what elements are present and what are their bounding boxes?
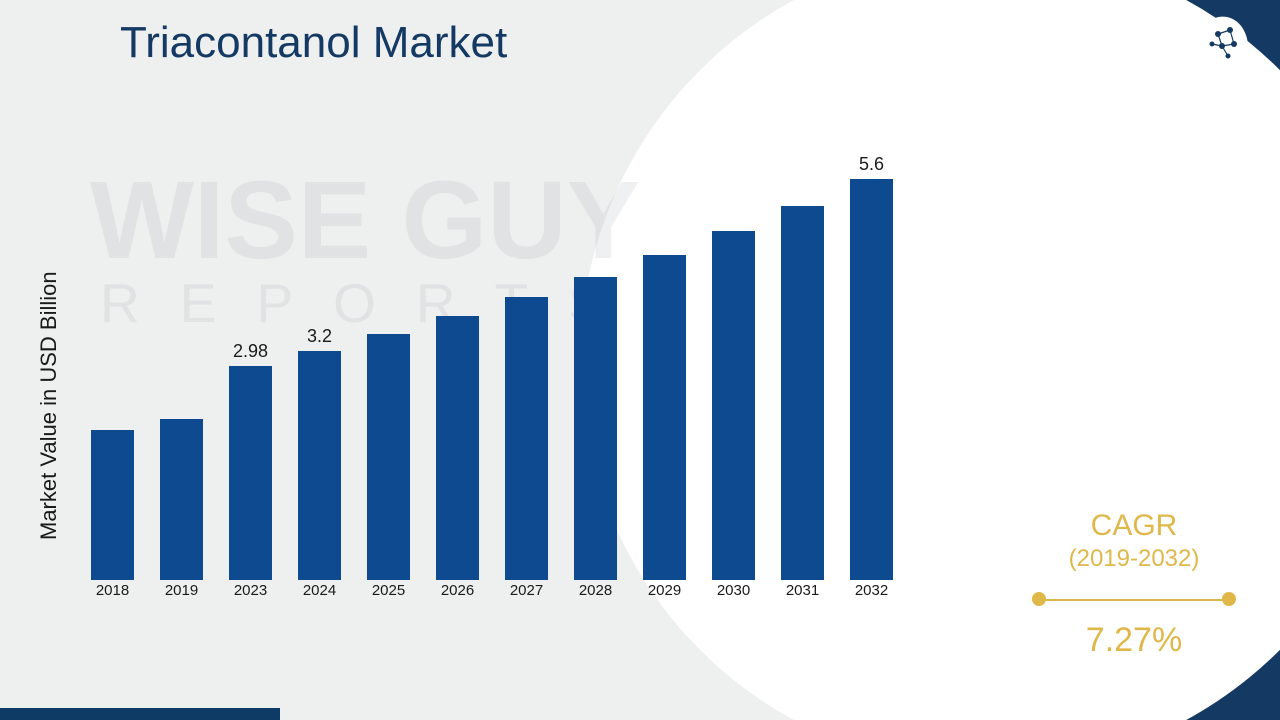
bar-rect — [505, 297, 548, 580]
bar-rect — [436, 316, 479, 580]
bar-wrap: 2.98 — [224, 150, 277, 580]
cagr-title: CAGR — [1024, 509, 1244, 543]
x-tick-label: 2028 — [569, 582, 622, 599]
bar-value-label: 2.98 — [233, 341, 268, 362]
cagr-value: 7.27% — [1024, 621, 1244, 660]
bar-wrap — [155, 150, 208, 580]
bar-wrap — [500, 150, 553, 580]
bar-rect — [298, 351, 341, 580]
x-tick-label: 2029 — [638, 582, 691, 599]
bar-wrap — [569, 150, 622, 580]
x-tick-label: 2031 — [776, 582, 829, 599]
bar-wrap — [776, 150, 829, 580]
x-tick-label: 2019 — [155, 582, 208, 599]
x-tick-label: 2024 — [293, 582, 346, 599]
brand-logo: WISE GUY REPORTS — [992, 12, 1252, 112]
bar-rect — [643, 255, 686, 580]
bar-wrap — [431, 150, 484, 580]
bar-rect — [574, 277, 617, 580]
bar-rect — [160, 419, 203, 580]
x-tick-label: 2026 — [431, 582, 484, 599]
bar-rect — [367, 334, 410, 580]
bars-container: 2.98 3.2 5.6 — [82, 150, 902, 580]
x-tick-label: 2025 — [362, 582, 415, 599]
bar-wrap — [362, 150, 415, 580]
bar-rect — [781, 206, 824, 580]
bar-rect — [850, 179, 893, 580]
bar-wrap — [638, 150, 691, 580]
x-tick-label: 2032 — [845, 582, 898, 599]
cagr-divider — [1024, 587, 1244, 611]
bottom-left-strip — [0, 708, 280, 720]
bar-wrap: 5.6 — [845, 150, 898, 580]
bar-wrap: 3.2 — [293, 150, 346, 580]
brand-sub-text: REPORTS — [1000, 62, 1171, 83]
bar-wrap — [86, 150, 139, 580]
bar-rect — [712, 231, 755, 580]
chart-title: Triacontanol Market — [120, 18, 507, 68]
brain-head-icon — [1172, 12, 1252, 102]
cagr-box: CAGR (2019-2032) 7.27% — [1024, 509, 1244, 660]
bar-value-label: 3.2 — [307, 326, 332, 347]
x-tick-label: 2027 — [500, 582, 553, 599]
bar-wrap — [707, 150, 760, 580]
brand-main-text: WISE GUY — [992, 18, 1198, 61]
x-tick-label: 2018 — [86, 582, 139, 599]
x-tick-label: 2030 — [707, 582, 760, 599]
cagr-period: (2019-2032) — [1024, 545, 1244, 573]
bar-rect — [229, 366, 272, 580]
page-canvas: Triacontanol Market WISE GUY REPORTS WIS… — [0, 0, 1280, 720]
bar-chart: 2.98 3.2 5.6 — [82, 150, 902, 580]
y-axis-label: Market Value in USD Billion — [36, 271, 62, 540]
bar-value-label: 5.6 — [859, 154, 884, 175]
x-axis: 2018 2019 2023 2024 2025 2026 2027 2028 2029 2030… — [82, 582, 902, 599]
x-tick-label: 2023 — [224, 582, 277, 599]
bar-rect — [91, 430, 134, 581]
